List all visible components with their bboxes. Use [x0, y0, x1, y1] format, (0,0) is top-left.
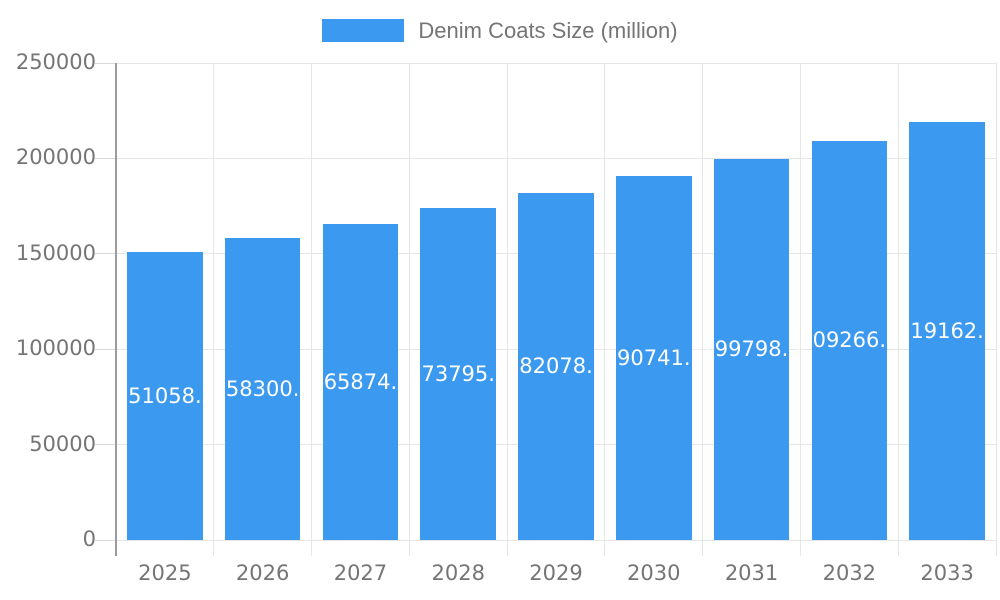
- vertical-gridline: [506, 63, 508, 556]
- x-tick-label: 2029: [529, 561, 583, 585]
- y-tick-label: 250000: [15, 50, 96, 74]
- vertical-gridline: [799, 63, 801, 556]
- bar[interactable]: [127, 251, 203, 540]
- bar-value-label: 165874.5: [310, 369, 411, 394]
- bar-value-label: 190741.5: [603, 346, 704, 371]
- x-tick-label: 2031: [724, 561, 779, 585]
- bar-value-label: 182078.5: [505, 354, 607, 379]
- vertical-gridline: [408, 63, 410, 556]
- horizontal-gridline: [116, 539, 996, 541]
- vertical-gridline: [995, 63, 997, 556]
- y-tick-label: 50000: [29, 431, 96, 456]
- x-tick-label: 2027: [333, 561, 388, 585]
- vertical-gridline: [897, 63, 899, 556]
- vertical-gridline: [702, 63, 704, 556]
- y-tick-mark: [95, 157, 116, 159]
- bar-value-label: 199798.5: [701, 337, 802, 362]
- bar[interactable]: [322, 223, 399, 540]
- y-tick-mark: [95, 539, 116, 541]
- vertical-gridline: [311, 63, 313, 556]
- x-tick-label: 2026: [235, 561, 290, 585]
- x-tick-label: 2028: [431, 561, 485, 585]
- y-tick-label: 150000: [15, 240, 96, 265]
- legend-swatch-icon: [322, 19, 405, 42]
- bar-value-label: 151058.5: [114, 383, 215, 408]
- bar[interactable]: [616, 176, 692, 540]
- bar-value-label: 219162.5: [897, 318, 998, 343]
- vertical-gridline: [604, 63, 606, 556]
- bar[interactable]: [909, 121, 985, 540]
- y-tick-mark: [95, 348, 116, 350]
- y-tick-mark: [95, 253, 116, 255]
- bar[interactable]: [518, 192, 594, 540]
- bar[interactable]: [811, 140, 888, 540]
- x-tick-label: 2033: [920, 561, 974, 585]
- bar[interactable]: [224, 237, 301, 540]
- bar-value-label: 158300.5: [212, 376, 313, 401]
- x-tick-label: 2025: [138, 561, 192, 585]
- y-tick-mark: [95, 444, 116, 446]
- legend-item[interactable]: Denim Coats Size (million): [322, 18, 678, 43]
- y-axis-line: [114, 63, 117, 556]
- legend: Denim Coats Size (million): [0, 19, 1000, 42]
- horizontal-gridline: [116, 157, 996, 159]
- bar[interactable]: [713, 158, 790, 540]
- x-tick-label: 2032: [822, 561, 877, 585]
- bar-value-label: 173795.5: [408, 362, 509, 387]
- y-tick-mark: [95, 62, 116, 64]
- vertical-gridline: [213, 63, 215, 556]
- legend-label: Denim Coats Size (million): [418, 18, 678, 43]
- y-tick-label: 200000: [15, 145, 96, 170]
- horizontal-gridline: [116, 62, 996, 64]
- x-tick-label: 2030: [627, 561, 681, 585]
- bar[interactable]: [420, 208, 496, 540]
- y-tick-label: 0: [82, 527, 96, 551]
- y-tick-label: 100000: [15, 336, 96, 361]
- bar-value-label: 209266.5: [799, 328, 900, 353]
